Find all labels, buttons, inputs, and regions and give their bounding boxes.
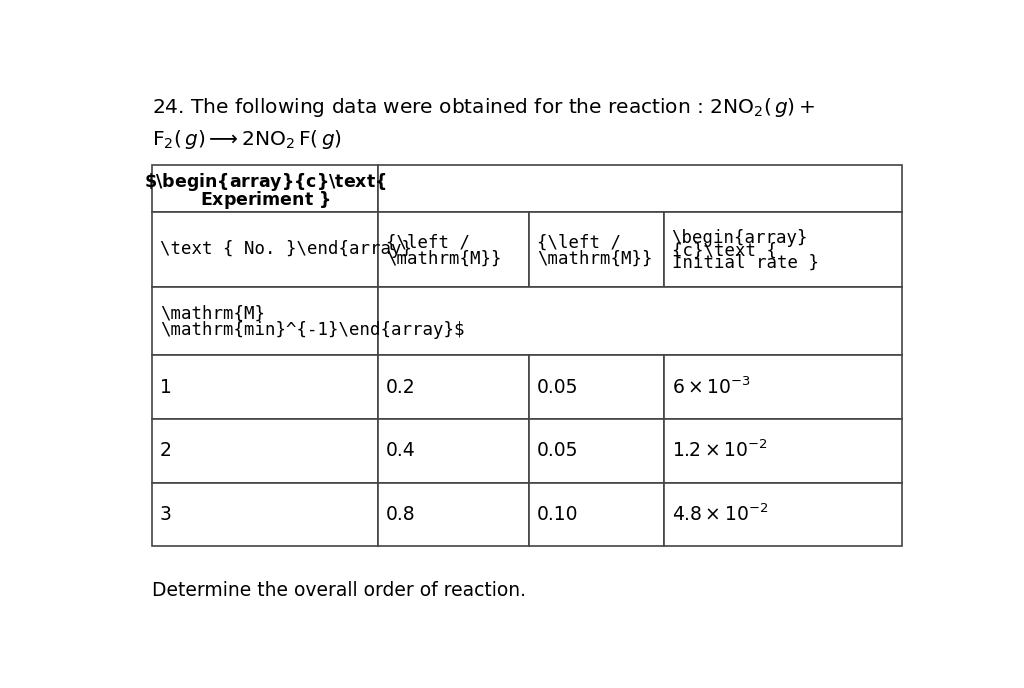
Bar [664, 213, 902, 286]
Text: $1.2 \times 10^{-2}$: $1.2 \times 10^{-2}$ [672, 440, 768, 462]
Bar [152, 356, 378, 419]
Text: \mathrm{M}: \mathrm{M} [160, 305, 265, 323]
Bar [528, 213, 664, 286]
Text: \mathrm{M}}: \mathrm{M}} [386, 250, 502, 268]
Bar [528, 482, 664, 546]
Text: $4.8 \times 10^{-2}$: $4.8 \times 10^{-2}$ [672, 504, 768, 525]
Text: \text { No. }\end{array}: \text { No. }\end{array} [160, 240, 412, 259]
Bar [378, 164, 902, 213]
Text: 0.8: 0.8 [386, 505, 416, 524]
Text: {c}\text {: {c}\text { [672, 241, 776, 259]
Bar [152, 482, 378, 546]
Text: $\mathbf{Experiment\ \}}$: $\mathbf{Experiment\ \}}$ [200, 189, 330, 211]
Text: 0.05: 0.05 [537, 378, 579, 397]
Text: $\mathrm{F_2}(\,g) \longrightarrow 2\mathrm{NO_2}\,\mathrm{F}(\,g)$: $\mathrm{F_2}(\,g) \longrightarrow 2\mat… [152, 127, 342, 151]
Text: 0.4: 0.4 [386, 441, 416, 460]
Text: \mathrm{M}}: \mathrm{M}} [537, 250, 652, 268]
Text: \begin{array}: \begin{array} [672, 229, 808, 247]
Bar [378, 213, 528, 286]
Text: $\mathbf{\$\backslash begin\{array\}\{c\}\backslash text\{}$: $\mathbf{\$\backslash begin\{array\}\{c\… [143, 171, 386, 193]
Bar [152, 213, 378, 286]
Text: 0.10: 0.10 [537, 505, 579, 524]
Bar [152, 164, 378, 213]
Text: 2: 2 [160, 441, 172, 460]
Text: 0.2: 0.2 [386, 378, 416, 397]
Bar [528, 419, 664, 482]
Text: $6 \times 10^{-3}$: $6 \times 10^{-3}$ [672, 376, 751, 398]
Bar [664, 482, 902, 546]
Text: {\left /: {\left / [537, 233, 621, 252]
Bar [528, 356, 664, 419]
Text: \mathrm{min}^{-1}\end{array}$: \mathrm{min}^{-1}\end{array}$ [160, 321, 464, 339]
Bar [664, 356, 902, 419]
Bar [378, 482, 528, 546]
Bar [378, 286, 902, 356]
Text: Initial rate }: Initial rate } [672, 254, 818, 272]
Bar [152, 286, 378, 356]
Text: {\left /: {\left / [386, 233, 470, 252]
Bar [152, 419, 378, 482]
Text: Determine the overall order of reaction.: Determine the overall order of reaction. [152, 581, 525, 599]
Text: 24. The following data were obtained for the reaction : $2\mathrm{NO_2}(\,g) +$: 24. The following data were obtained for… [152, 96, 815, 119]
Text: 0.05: 0.05 [537, 441, 579, 460]
Bar [378, 356, 528, 419]
Text: 3: 3 [160, 505, 172, 524]
Bar [664, 419, 902, 482]
Bar [378, 419, 528, 482]
Text: 1: 1 [160, 378, 172, 397]
